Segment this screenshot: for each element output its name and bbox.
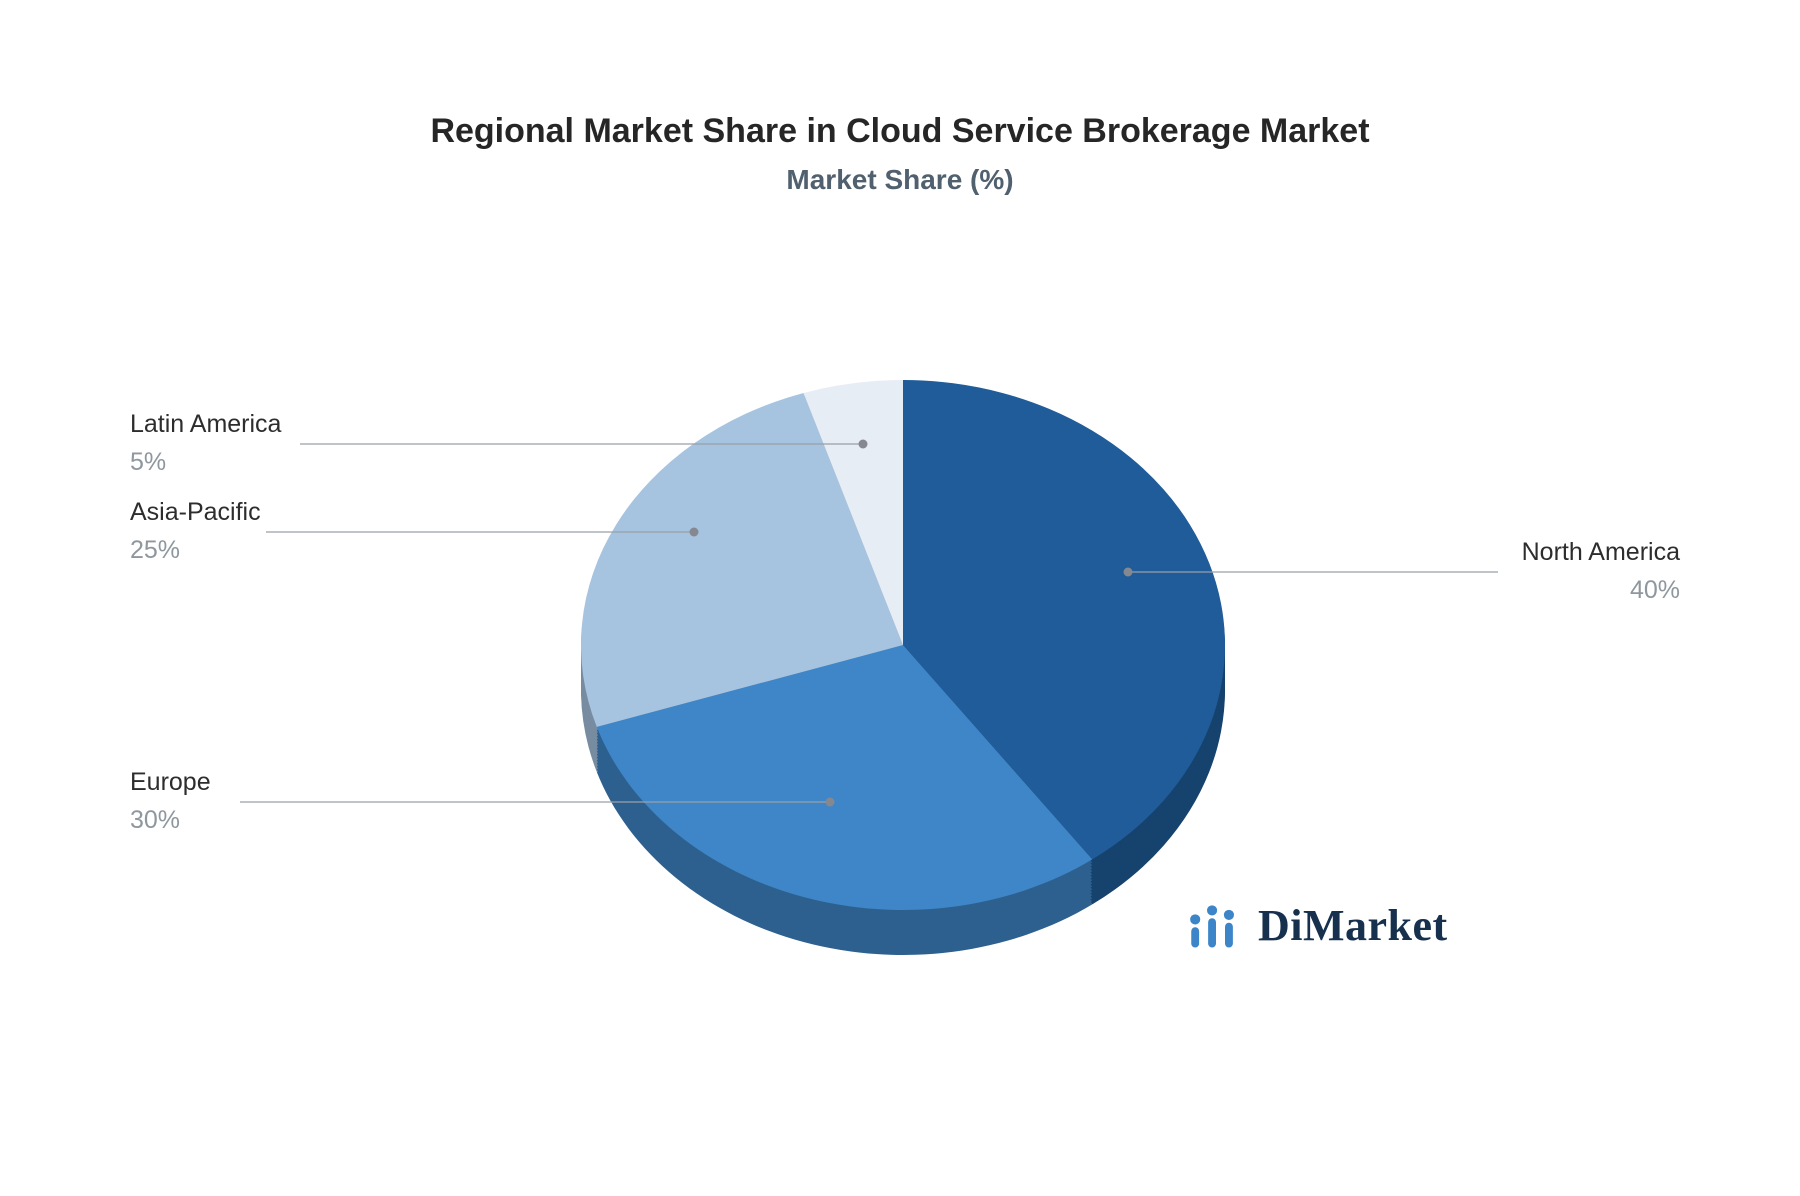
pie-slice-depth-europe xyxy=(596,684,1093,949)
pie-slice-depth-asia-pacific xyxy=(581,422,903,757)
leader-dot-north-america xyxy=(1123,567,1133,577)
pie-slice-north-america xyxy=(903,380,1225,860)
pie-slice-depth-north-america xyxy=(903,419,1226,899)
logo-icon-group xyxy=(1190,905,1234,948)
pie-slice-depth-europe xyxy=(596,672,1093,937)
logo-dot xyxy=(1190,914,1201,925)
pie-slice-depth-europe xyxy=(596,663,1093,929)
pie-slice-depth-north-america xyxy=(903,383,1226,863)
pie-slice-depth-europe xyxy=(596,690,1093,956)
pie-slice-asia-pacific xyxy=(581,392,903,727)
slice-label: Europe xyxy=(130,768,211,796)
brand-logo: DiMarket xyxy=(1188,898,1448,952)
logo-bar xyxy=(1225,922,1233,948)
pie-slice-depth-north-america xyxy=(903,401,1226,881)
pie-slice-depth-europe xyxy=(596,657,1093,923)
pie-slice-depth-europe xyxy=(596,681,1093,946)
slice-label: Asia-Pacific xyxy=(130,498,261,526)
pie-slice-depth-europe xyxy=(596,666,1093,932)
pie-slice-depth-north-america xyxy=(903,422,1226,902)
pie-slice-depth-latin-america xyxy=(803,386,903,651)
slice-value: 5% xyxy=(130,448,167,476)
pie-slice-depth-north-america xyxy=(903,413,1226,893)
pie-slice-depth-asia-pacific xyxy=(581,395,903,730)
chart-title: Regional Market Share in Cloud Service B… xyxy=(430,112,1370,150)
logo-bar xyxy=(1191,927,1200,948)
pie-slice-depth-latin-america xyxy=(803,392,903,657)
slice-value: 40% xyxy=(1629,576,1680,604)
pie-slice-depth-latin-america xyxy=(803,395,903,660)
callout-europe: Europe 30% xyxy=(130,768,211,834)
pie-slice-depth-asia-pacific xyxy=(581,398,903,733)
pie-slice-depth-europe xyxy=(596,669,1093,935)
pie-slice-latin-america xyxy=(803,380,903,645)
slice-value: 30% xyxy=(130,806,181,834)
slice-value: 25% xyxy=(130,536,181,564)
pie-slice-depth-europe xyxy=(596,651,1093,917)
pie-slice-depth-asia-pacific xyxy=(581,437,903,772)
pie-slice-depth-asia-pacific xyxy=(581,434,903,769)
pie-slice-depth-north-america xyxy=(903,416,1226,896)
pie-slice-depth-latin-america xyxy=(803,416,903,681)
logo-bar xyxy=(1208,918,1216,948)
pie-slice-depth-latin-america xyxy=(803,410,903,675)
brand-logo-text: DiMarket xyxy=(1258,900,1448,950)
pie-slice-depth-latin-america xyxy=(803,383,903,648)
pie-slice-depth-latin-america xyxy=(803,398,903,663)
chart-subtitle: Market Share (%) xyxy=(786,164,1014,195)
pie-group xyxy=(581,380,1226,956)
callout-latin-america: Latin America 5% xyxy=(130,410,281,476)
pie-slice-depth-europe xyxy=(596,654,1093,920)
pie-slice-depth-latin-america xyxy=(803,401,903,666)
pie-slice-depth-latin-america xyxy=(803,407,903,672)
logo-dot xyxy=(1207,905,1218,916)
pie-slice-depth-latin-america xyxy=(803,413,903,678)
pie-slice-depth-north-america xyxy=(903,389,1226,869)
pie-slice-depth-europe xyxy=(596,648,1093,914)
pie-slice-depth-asia-pacific xyxy=(581,401,903,736)
pie-slice-depth-europe xyxy=(596,687,1093,953)
pie-slice-depth-latin-america xyxy=(803,422,903,687)
pie-slice-depth-north-america xyxy=(903,392,1226,872)
leader-lines xyxy=(240,439,1498,807)
pie-slice-depth-north-america xyxy=(903,386,1226,866)
pie-slice-depth-asia-pacific xyxy=(581,431,903,766)
pie-slice-depth-europe xyxy=(596,678,1093,944)
pie-slice-europe xyxy=(596,645,1093,911)
pie-slice-depth-north-america xyxy=(903,395,1226,875)
pie-slice-depth-asia-pacific xyxy=(581,419,903,754)
pie-slice-depth-europe xyxy=(596,675,1093,941)
pie-slice-depth-north-america xyxy=(903,398,1226,878)
callout-north-america: North America 40% xyxy=(1522,538,1680,604)
pie-slice-depth-asia-pacific xyxy=(581,428,903,763)
pie-slice-depth-north-america xyxy=(903,425,1226,905)
slice-label: Latin America xyxy=(130,410,282,438)
pie-slice-depth-europe xyxy=(596,660,1093,926)
callout-asia-pacific: Asia-Pacific 25% xyxy=(130,498,261,564)
pie-slice-depth-north-america xyxy=(903,407,1226,887)
bar-chart-icon xyxy=(1190,905,1234,948)
pie-slice-depth-latin-america xyxy=(803,389,903,654)
pie-slice-depth-latin-america xyxy=(803,425,903,690)
pie-slice-depth-latin-america xyxy=(803,404,903,669)
pie-slice-depth-asia-pacific xyxy=(581,425,903,760)
pie-slice-depth-asia-pacific xyxy=(581,407,903,742)
pie-slice-depth-asia-pacific xyxy=(581,410,903,745)
pie-slice-depth-north-america xyxy=(903,404,1226,884)
pie-slice-depth-asia-pacific xyxy=(581,416,903,751)
slice-label: North America xyxy=(1521,538,1680,566)
leader-dot-latin-america xyxy=(858,439,868,449)
pie-slice-depth-latin-america xyxy=(803,419,903,684)
leader-dot-europe xyxy=(825,797,835,807)
pie-slice-depth-asia-pacific xyxy=(581,413,903,748)
leader-dot-asia-pacific xyxy=(689,527,699,537)
logo-dot xyxy=(1223,909,1234,920)
pie-slice-depth-north-america xyxy=(903,410,1226,890)
pie-slice-depth-asia-pacific xyxy=(581,404,903,739)
